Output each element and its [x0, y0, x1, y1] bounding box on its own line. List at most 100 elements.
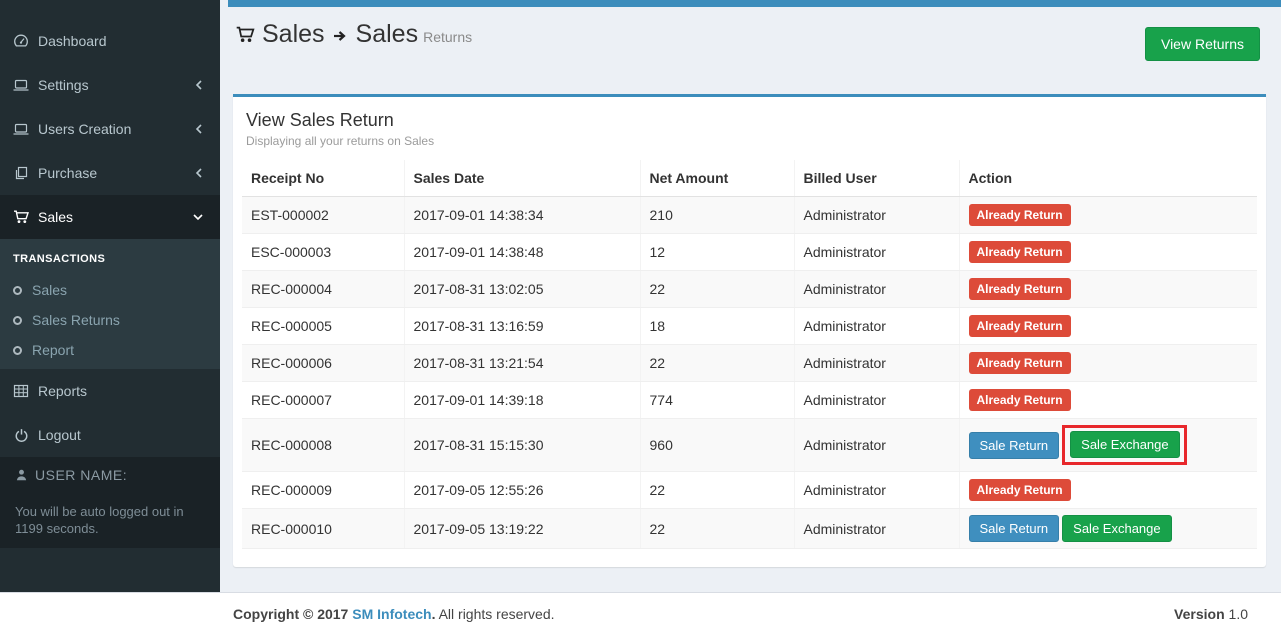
column-header-net-amount: Net Amount	[640, 160, 795, 197]
net-amount-cell: 210	[640, 196, 795, 234]
sidebar-item-label: Logout	[38, 427, 81, 443]
sidebar-nav: Dashboard Settings Users Creation	[0, 0, 220, 457]
net-amount-cell: 12	[640, 233, 795, 271]
sale-return-button[interactable]: Sale Return	[968, 431, 1060, 459]
circle-icon	[13, 285, 22, 295]
sidebar-item-label: Settings	[38, 77, 89, 93]
top-accent-bar	[228, 0, 1281, 7]
sales-returns-table: Receipt No Sales Date Net Amount Billed Use…	[242, 160, 1257, 549]
chevron-left-icon	[193, 166, 205, 180]
copy-icon	[12, 165, 30, 181]
breadcrumb-small: Returns	[423, 29, 473, 45]
sales-return-panel: View Sales Return Displaying all your re…	[233, 94, 1266, 567]
page-title: Sales Sales Returns	[235, 20, 472, 49]
already-return-badge: Already Return	[968, 389, 1071, 411]
action-cell: Already Return	[959, 270, 1257, 308]
panel-header: View Sales Return Displaying all your re…	[233, 97, 1266, 148]
table-row: REC-000007 2017-09-01 14:39:18 774 Administ…	[242, 381, 1257, 419]
footer: Copyright © 2017 SM Infotech. All rights…	[0, 592, 1281, 639]
table-row: REC-000004 2017-08-31 13:02:05 22 Administr…	[242, 270, 1257, 308]
circle-icon	[13, 345, 22, 355]
billed-user-cell: Administrator	[794, 344, 960, 382]
sidebar-item-settings[interactable]: Settings	[0, 63, 220, 107]
sidebar-item-dashboard[interactable]: Dashboard	[0, 19, 220, 63]
net-amount-cell: 960	[640, 418, 795, 472]
cart-icon	[235, 25, 255, 44]
breadcrumb-primary: Sales	[262, 20, 325, 48]
receipt-no-cell: REC-000009	[242, 471, 405, 509]
sidebar-item-users-creation[interactable]: Users Creation	[0, 107, 220, 151]
sales-date-cell: 2017-08-31 13:21:54	[404, 344, 641, 382]
action-cell: Already Return	[959, 233, 1257, 271]
sidebar-submenu-transactions: TRANSACTIONS Sales Sales Returns Report	[0, 239, 220, 369]
action-cell: Already Return	[959, 307, 1257, 345]
sidebar-item-purchase[interactable]: Purchase	[0, 151, 220, 195]
laptop-icon	[12, 77, 30, 93]
net-amount-cell: 22	[640, 508, 795, 549]
table-row: REC-000006 2017-08-31 13:21:54 22 Administr…	[242, 344, 1257, 382]
sales-date-cell: 2017-08-31 13:02:05	[404, 270, 641, 308]
sale-return-button[interactable]: Sale Return	[968, 515, 1060, 542]
sidebar-item-logout[interactable]: Logout	[0, 413, 220, 457]
sales-date-cell: 2017-09-01 14:38:34	[404, 196, 641, 234]
view-returns-button[interactable]: View Returns	[1144, 27, 1260, 61]
user-name-label: USER NAME:	[35, 467, 128, 483]
copyright-text: Copyright © 2017 SM Infotech. All rights…	[233, 606, 555, 622]
net-amount-cell: 18	[640, 307, 795, 345]
already-return-badge: Already Return	[968, 315, 1071, 337]
submenu-header: TRANSACTIONS	[13, 253, 106, 265]
table-row: ESC-000003 2017-09-01 14:38:48 12 Administr…	[242, 233, 1257, 271]
action-cell: Already Return	[959, 196, 1257, 234]
billed-user-cell: Administrator	[794, 471, 960, 509]
column-header-action: Action	[959, 160, 1257, 197]
sidebar-item-label: Reports	[38, 383, 88, 399]
submenu-item-sales[interactable]: Sales	[0, 275, 220, 305]
net-amount-cell: 774	[640, 381, 795, 419]
user-icon	[15, 468, 28, 482]
billed-user-cell: Administrator	[794, 196, 960, 234]
sidebar: Dashboard Settings Users Creation	[0, 0, 220, 592]
chevron-left-icon	[193, 122, 205, 136]
receipt-no-cell: REC-000007	[242, 381, 405, 419]
action-cell: Sale Return Sale Exchange	[959, 418, 1257, 472]
table-header-row: Receipt No Sales Date Net Amount Billed Use…	[242, 160, 1257, 197]
receipt-no-cell: ESC-000003	[242, 233, 405, 271]
table-icon	[12, 383, 30, 399]
column-header-sales-date: Sales Date	[404, 160, 641, 197]
billed-user-cell: Administrator	[794, 270, 960, 308]
receipt-no-cell: REC-000010	[242, 508, 405, 549]
net-amount-cell: 22	[640, 471, 795, 509]
submenu-item-sales-returns[interactable]: Sales Returns	[0, 305, 220, 335]
breadcrumb-secondary: Sales	[355, 20, 419, 48]
version-text: Version 1.0	[1174, 606, 1248, 622]
sales-date-cell: 2017-09-01 14:39:18	[404, 381, 641, 419]
column-header-receipt-no: Receipt No	[242, 160, 405, 197]
sidebar-item-reports[interactable]: Reports	[0, 369, 220, 413]
billed-user-cell: Administrator	[794, 381, 960, 419]
submenu-item-label: Report	[32, 342, 75, 358]
sales-date-cell: 2017-09-01 14:38:48	[404, 233, 641, 271]
column-header-billed-user: Billed User	[794, 160, 960, 197]
cart-icon	[12, 209, 30, 225]
action-cell: Already Return	[959, 471, 1257, 509]
action-cell: Already Return	[959, 381, 1257, 419]
company-link[interactable]: SM Infotech	[352, 606, 432, 622]
already-return-badge: Already Return	[968, 204, 1071, 226]
receipt-no-cell: REC-000008	[242, 418, 405, 472]
billed-user-cell: Administrator	[794, 307, 960, 345]
receipt-no-cell: REC-000004	[242, 270, 405, 308]
panel-title: View Sales Return	[246, 110, 394, 130]
submenu-item-report[interactable]: Report	[0, 335, 220, 365]
breadcrumb-arrow-icon	[333, 28, 348, 42]
receipt-no-cell: REC-000006	[242, 344, 405, 382]
user-panel: USER NAME: You will be auto logged out i…	[0, 457, 220, 548]
sale-exchange-button[interactable]: Sale Exchange	[1062, 515, 1172, 542]
already-return-badge: Already Return	[968, 278, 1071, 300]
sidebar-item-sales[interactable]: Sales	[0, 195, 220, 239]
submenu-item-label: Sales	[32, 282, 68, 298]
receipt-no-cell: EST-000002	[242, 196, 405, 234]
sidebar-item-label: Sales	[38, 209, 74, 225]
dashboard-icon	[12, 33, 30, 49]
sale-exchange-button[interactable]: Sale Exchange	[1070, 431, 1180, 458]
